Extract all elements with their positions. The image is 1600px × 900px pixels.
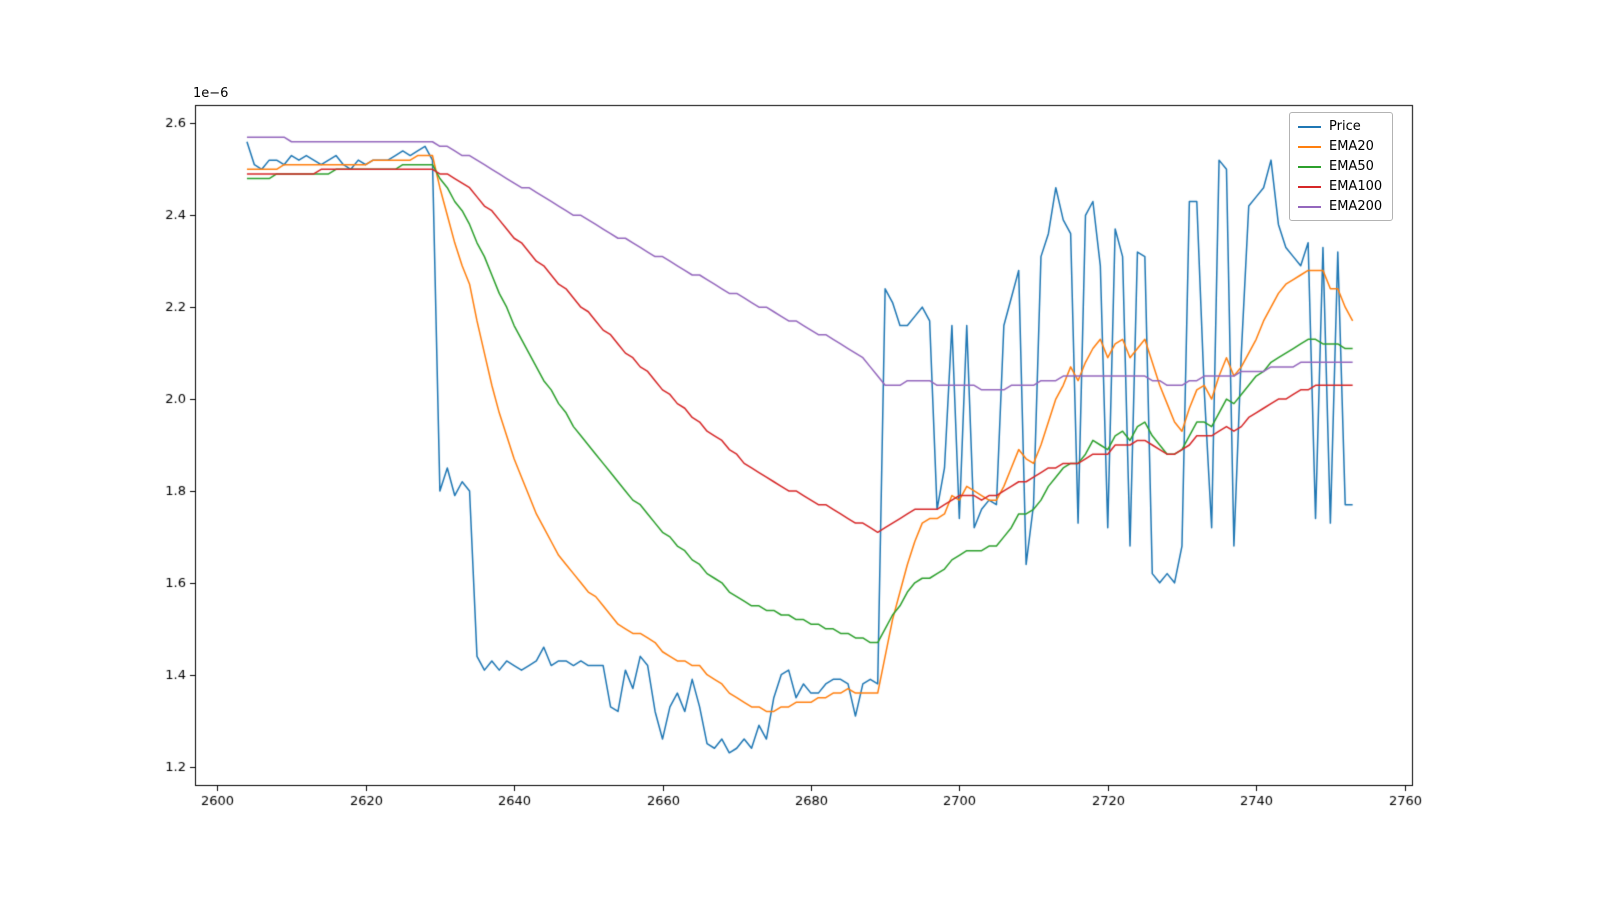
legend-entry-ema100: EMA100	[1298, 179, 1382, 194]
y-axis-offset-text: 1e−6	[193, 86, 229, 101]
legend-line-sample	[1298, 205, 1321, 208]
legend-line-sample	[1298, 125, 1321, 128]
legend-line-sample	[1298, 145, 1321, 148]
legend-label: Price	[1329, 119, 1361, 134]
legend-label: EMA100	[1329, 179, 1383, 194]
legend-entry-ema50: EMA50	[1298, 159, 1382, 174]
legend-entry-ema200: EMA200	[1298, 199, 1382, 214]
legend-line-sample	[1298, 165, 1321, 168]
legend-entry-ema20: EMA20	[1298, 139, 1382, 154]
legend-label: EMA200	[1329, 199, 1383, 214]
legend-label: EMA50	[1329, 159, 1374, 174]
legend: Price EMA20 EMA50 EMA100 EMA200	[1289, 112, 1394, 221]
legend-label: EMA20	[1329, 139, 1374, 154]
legend-entry-price: Price	[1298, 119, 1382, 134]
legend-line-sample	[1298, 185, 1321, 188]
